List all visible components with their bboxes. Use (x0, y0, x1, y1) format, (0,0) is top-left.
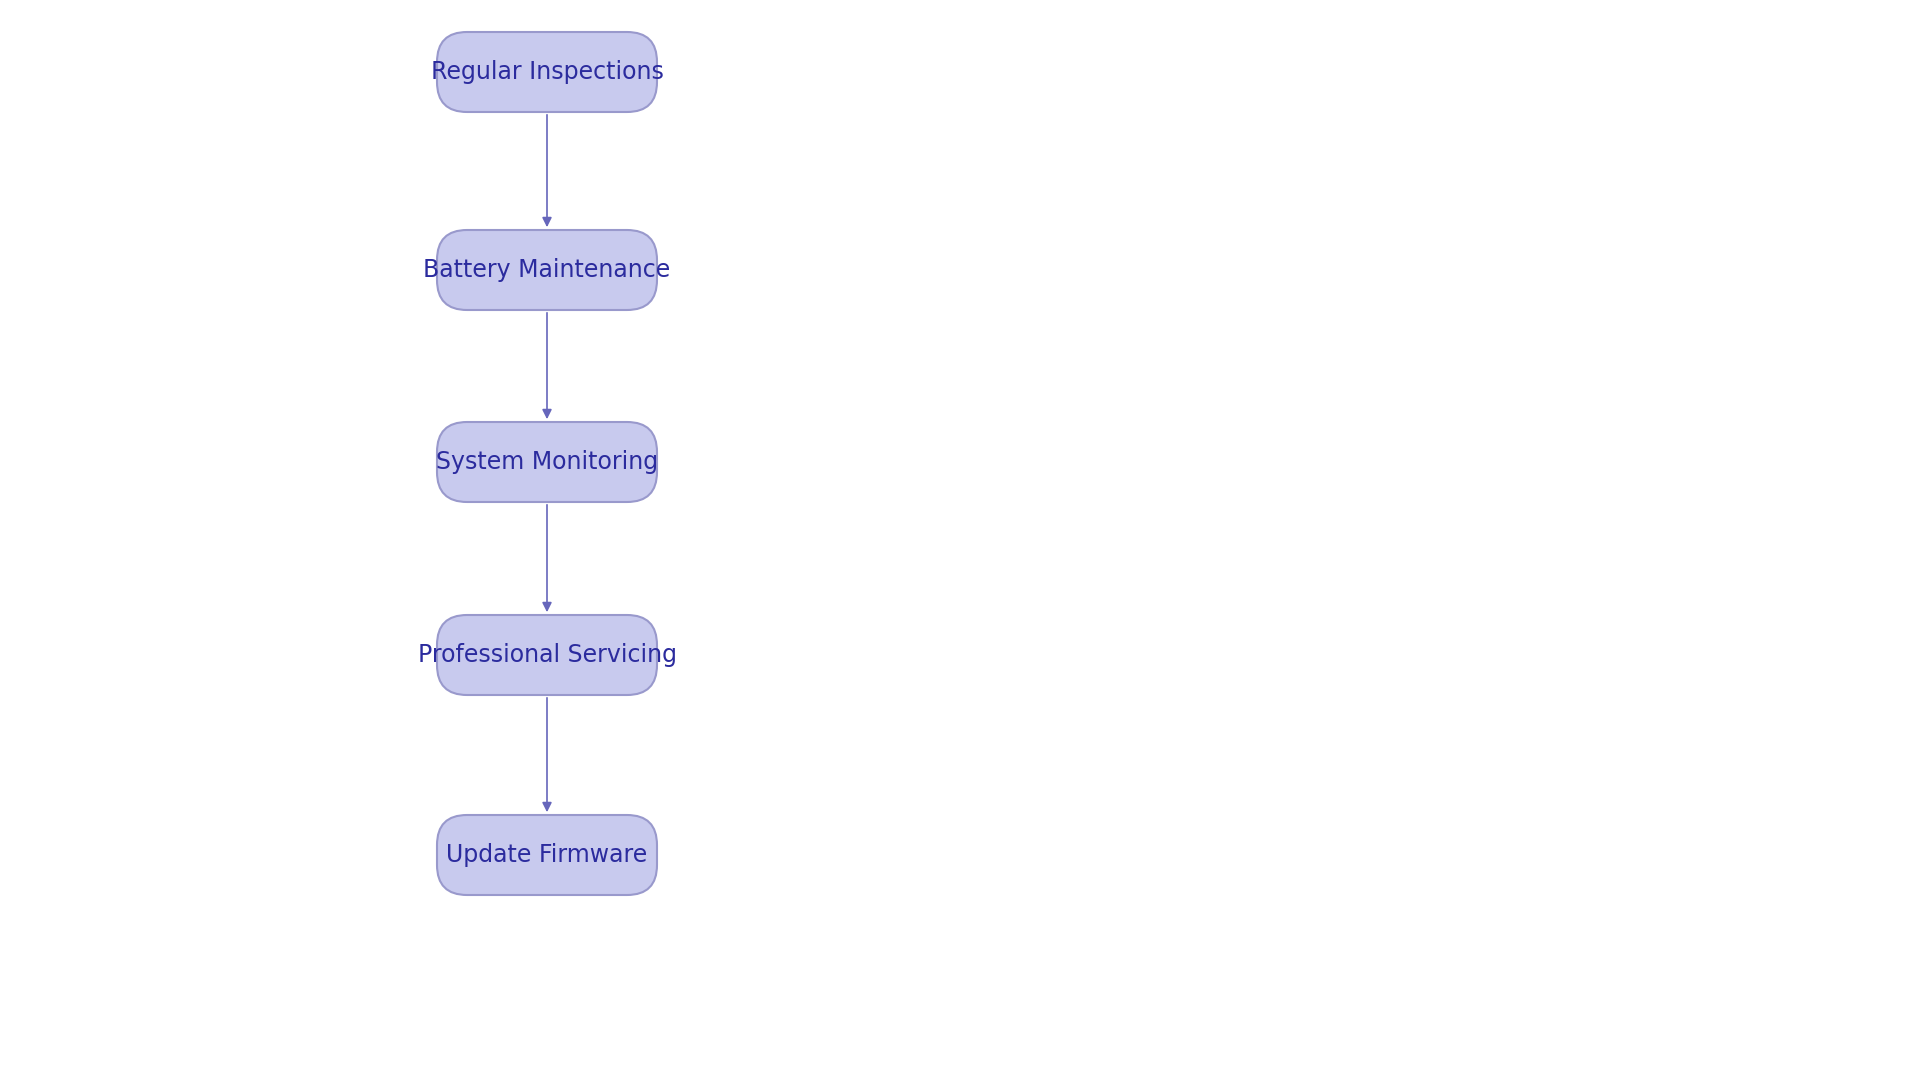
Text: Battery Maintenance: Battery Maintenance (424, 258, 670, 282)
FancyBboxPatch shape (438, 815, 657, 895)
FancyBboxPatch shape (438, 615, 657, 695)
FancyBboxPatch shape (438, 32, 657, 112)
FancyBboxPatch shape (438, 422, 657, 503)
Text: Regular Inspections: Regular Inspections (430, 60, 664, 84)
Text: Update Firmware: Update Firmware (445, 843, 647, 867)
Text: Professional Servicing: Professional Servicing (417, 643, 676, 667)
FancyBboxPatch shape (438, 230, 657, 310)
Text: System Monitoring: System Monitoring (436, 451, 659, 474)
